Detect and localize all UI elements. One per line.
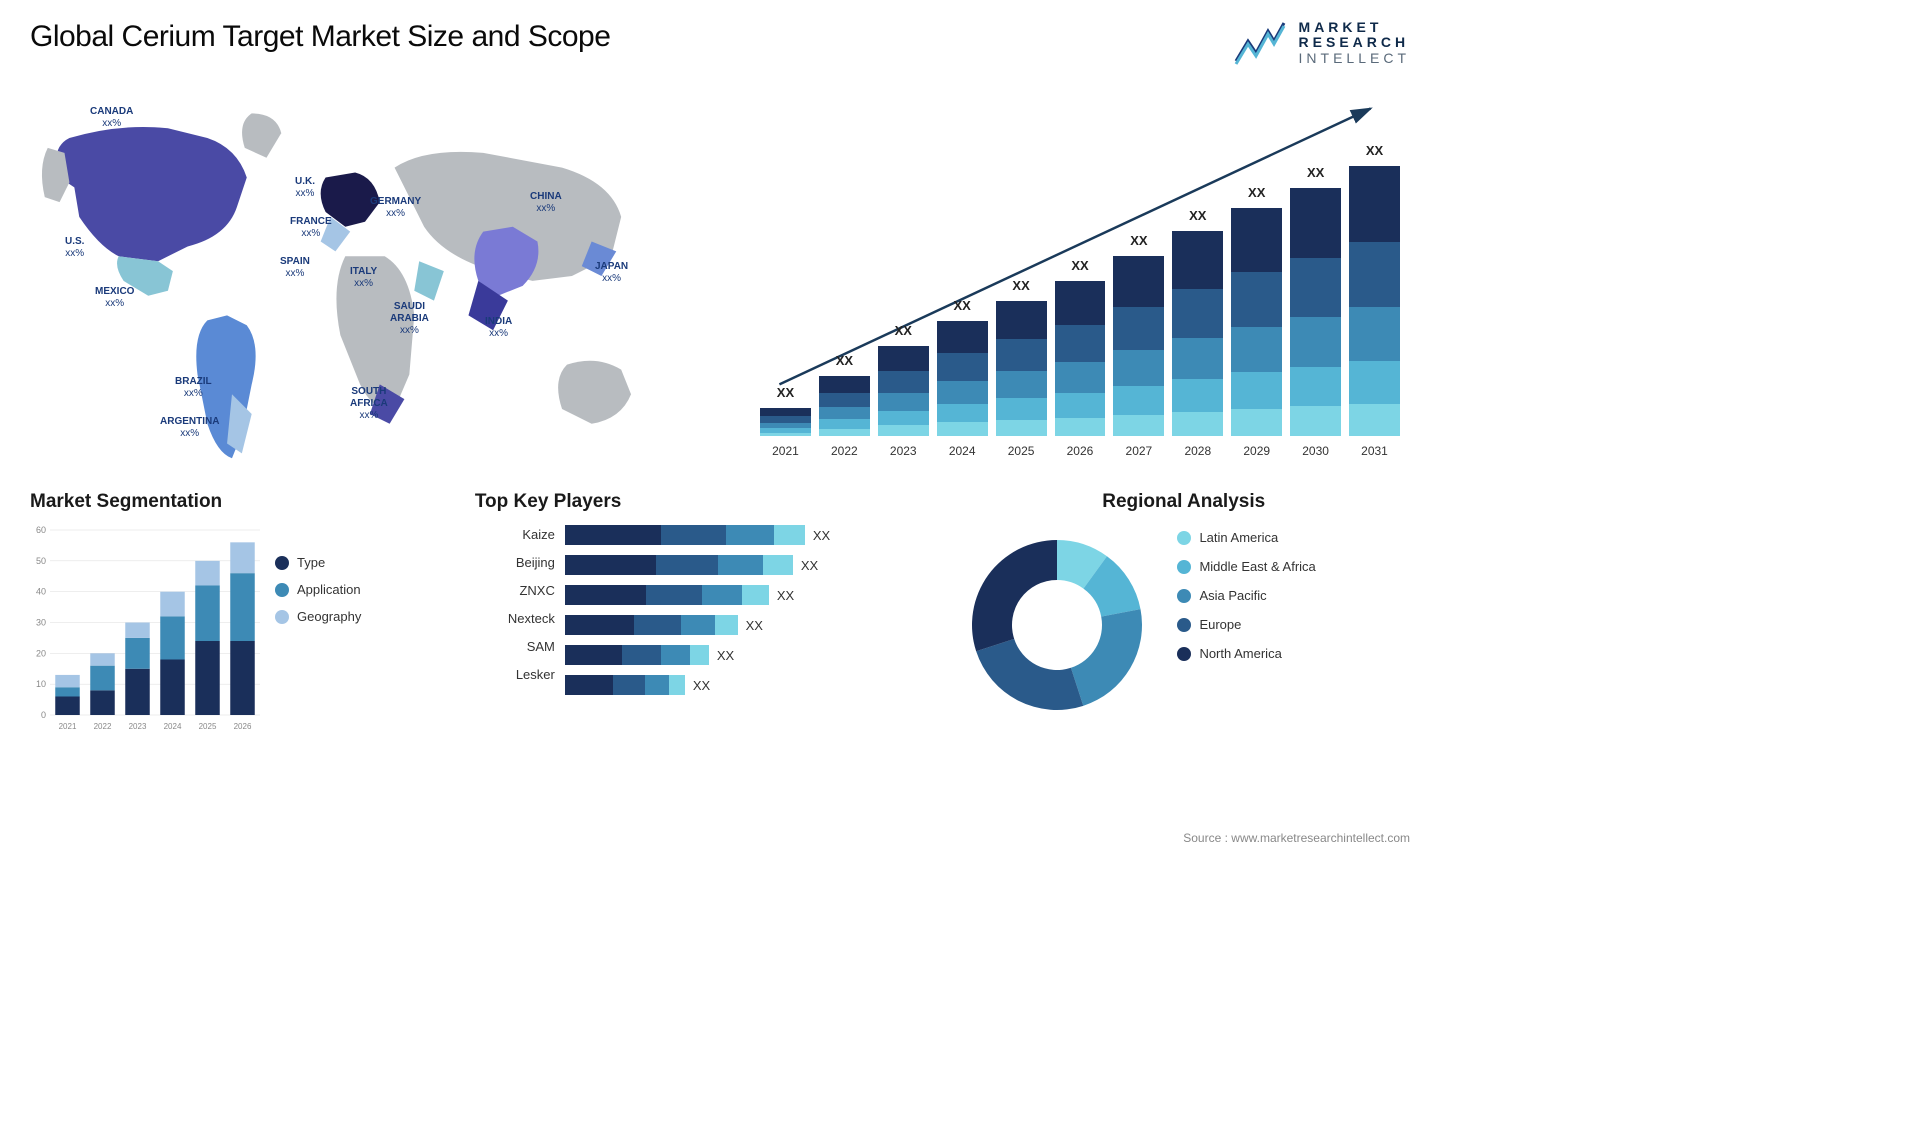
player-name: Beijing — [516, 555, 555, 570]
svg-text:20: 20 — [36, 649, 46, 659]
page-title: Global Cerium Target Market Size and Sco… — [30, 20, 610, 54]
logo-text-3: INTELLECT — [1299, 51, 1410, 66]
player-name: ZNXC — [519, 583, 554, 598]
year-label: 2030 — [1290, 444, 1341, 458]
svg-text:30: 30 — [36, 618, 46, 628]
svg-text:2021: 2021 — [59, 722, 77, 731]
map-label: BRAZILxx% — [175, 376, 212, 400]
brand-logo: MARKET RESEARCH INTELLECT — [1234, 20, 1410, 66]
growth-bar: XX — [1172, 208, 1223, 436]
player-bar-row: XX — [565, 525, 928, 545]
year-label: 2024 — [937, 444, 988, 458]
map-label: SOUTHAFRICAxx% — [350, 386, 388, 422]
map-label: SPAINxx% — [280, 256, 310, 280]
growth-bar: XX — [1055, 258, 1106, 436]
map-label: INDIAxx% — [485, 316, 512, 340]
growth-bar: XX — [878, 323, 929, 436]
map-label: ARGENTINAxx% — [160, 416, 219, 440]
segmentation-section: Market Segmentation 0 10 20 30 40 50 60 2021 202… — [30, 491, 445, 735]
svg-text:60: 60 — [36, 525, 46, 535]
year-label: 2021 — [760, 444, 811, 458]
map-label: CHINAxx% — [530, 191, 562, 215]
svg-text:0: 0 — [41, 710, 46, 720]
regional-donut — [957, 525, 1157, 725]
players-labels: Kaize Beijing ZNXC Nexteck SAM Lesker — [475, 525, 555, 695]
players-section: Top Key Players Kaize Beijing ZNXC Nexteck S… — [475, 491, 928, 735]
growth-bar: XX — [1231, 185, 1282, 436]
players-title: Top Key Players — [475, 491, 928, 513]
year-label: 2029 — [1231, 444, 1282, 458]
year-label: 2023 — [878, 444, 929, 458]
growth-bar: XX — [937, 298, 988, 436]
svg-text:10: 10 — [36, 679, 46, 689]
year-label: 2027 — [1113, 444, 1164, 458]
map-label: U.S.xx% — [65, 236, 84, 260]
map-label: FRANCExx% — [290, 216, 332, 240]
legend-item: Middle East & Africa — [1177, 559, 1315, 574]
svg-text:2024: 2024 — [164, 722, 182, 731]
regional-legend: Latin America Middle East & Africa Asia Pa… — [1177, 525, 1315, 661]
year-label: 2026 — [1055, 444, 1106, 458]
player-bar-row: XX — [565, 555, 928, 575]
player-bar-row: XX — [565, 675, 928, 695]
player-name: SAM — [527, 639, 555, 654]
players-chart: XX XX XX XX XX XX — [565, 525, 928, 695]
legend-item: Type — [275, 555, 361, 570]
map-label: U.K.xx% — [295, 176, 315, 200]
map-label: MEXICOxx% — [95, 286, 134, 310]
segmentation-title: Market Segmentation — [30, 491, 445, 513]
player-name: Kaize — [522, 527, 555, 542]
legend-item: Application — [275, 582, 361, 597]
player-bar-row: XX — [565, 615, 928, 635]
map-label: GERMANYxx% — [370, 196, 421, 220]
segmentation-chart: 0 10 20 30 40 50 60 2021 2022 2023 2024 2025 2026 — [30, 525, 260, 735]
year-label: 2025 — [996, 444, 1047, 458]
logo-icon — [1234, 21, 1289, 66]
map-label: ITALYxx% — [350, 266, 377, 290]
logo-text-2: RESEARCH — [1299, 35, 1410, 50]
source-text: Source : www.marketresearchintellect.com — [1183, 831, 1410, 845]
map-label: CANADAxx% — [90, 106, 133, 130]
legend-item: North America — [1177, 646, 1315, 661]
regional-title: Regional Analysis — [957, 491, 1410, 513]
growth-bar: XX — [996, 278, 1047, 436]
regional-section: Regional Analysis Latin America Middle Ea… — [957, 491, 1410, 735]
svg-text:2022: 2022 — [94, 722, 112, 731]
legend-item: Europe — [1177, 617, 1315, 632]
map-label: SAUDIARABIAxx% — [390, 301, 429, 337]
growth-bar: XX — [1113, 233, 1164, 436]
growth-bar: XX — [1349, 143, 1400, 436]
svg-text:40: 40 — [36, 587, 46, 597]
svg-text:2025: 2025 — [199, 722, 217, 731]
legend-item: Latin America — [1177, 530, 1315, 545]
player-name: Lesker — [516, 667, 555, 682]
legend-item: Asia Pacific — [1177, 588, 1315, 603]
player-bar-row: XX — [565, 645, 928, 665]
year-label: 2031 — [1349, 444, 1400, 458]
growth-bar: XX — [760, 385, 811, 436]
world-map: CANADAxx% U.S.xx% MEXICOxx% BRAZILxx% ARGENT… — [30, 86, 700, 466]
logo-text-1: MARKET — [1299, 20, 1410, 35]
player-bar-row: XX — [565, 585, 928, 605]
svg-text:2023: 2023 — [129, 722, 147, 731]
growth-bar: XX — [819, 353, 870, 436]
player-name: Nexteck — [508, 611, 555, 626]
map-label: JAPANxx% — [595, 261, 628, 285]
growth-bar: XX — [1290, 165, 1341, 436]
segmentation-legend: Type Application Geography — [275, 525, 361, 624]
svg-text:2026: 2026 — [234, 722, 252, 731]
svg-text:50: 50 — [36, 556, 46, 566]
legend-item: Geography — [275, 609, 361, 624]
year-label: 2022 — [819, 444, 870, 458]
growth-chart: XXXXXXXXXXXXXXXXXXXXXX 20212022202320242… — [740, 86, 1410, 466]
year-label: 2028 — [1172, 444, 1223, 458]
